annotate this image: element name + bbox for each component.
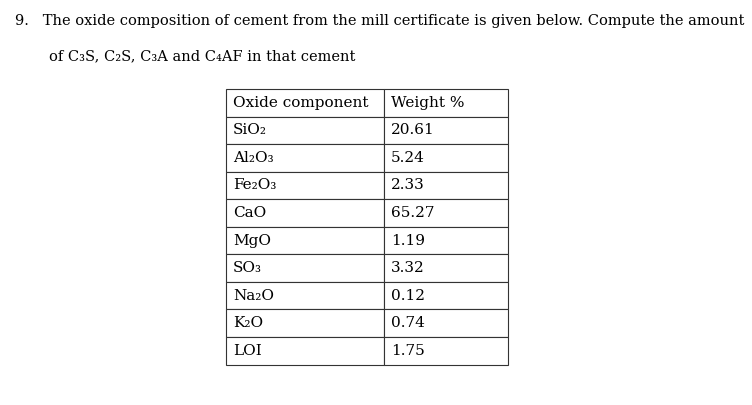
Text: 2.33: 2.33 <box>391 179 425 192</box>
Text: Oxide component: Oxide component <box>233 96 368 110</box>
Text: Fe₂O₃: Fe₂O₃ <box>233 179 277 192</box>
Text: of C₃S, C₂S, C₃A and C₄AF in that cement: of C₃S, C₂S, C₃A and C₄AF in that cement <box>49 49 355 64</box>
Text: CaO: CaO <box>233 206 266 220</box>
Text: K₂O: K₂O <box>233 316 263 330</box>
Text: 9.   The oxide composition of cement from the mill certificate is given below. C: 9. The oxide composition of cement from … <box>15 14 744 28</box>
Text: 0.12: 0.12 <box>391 289 425 303</box>
Text: Weight %: Weight % <box>391 96 465 110</box>
Text: 1.75: 1.75 <box>391 344 425 358</box>
Text: SiO₂: SiO₂ <box>233 124 267 137</box>
Text: 3.32: 3.32 <box>391 261 425 275</box>
Text: Na₂O: Na₂O <box>233 289 274 303</box>
Text: 0.74: 0.74 <box>391 316 425 330</box>
Text: 65.27: 65.27 <box>391 206 435 220</box>
Text: 5.24: 5.24 <box>391 151 425 165</box>
Text: Al₂O₃: Al₂O₃ <box>233 151 274 165</box>
Text: MgO: MgO <box>233 234 271 247</box>
Text: LOI: LOI <box>233 344 262 358</box>
Text: SO₃: SO₃ <box>233 261 262 275</box>
Text: 1.19: 1.19 <box>391 234 425 247</box>
Text: 20.61: 20.61 <box>391 124 435 137</box>
